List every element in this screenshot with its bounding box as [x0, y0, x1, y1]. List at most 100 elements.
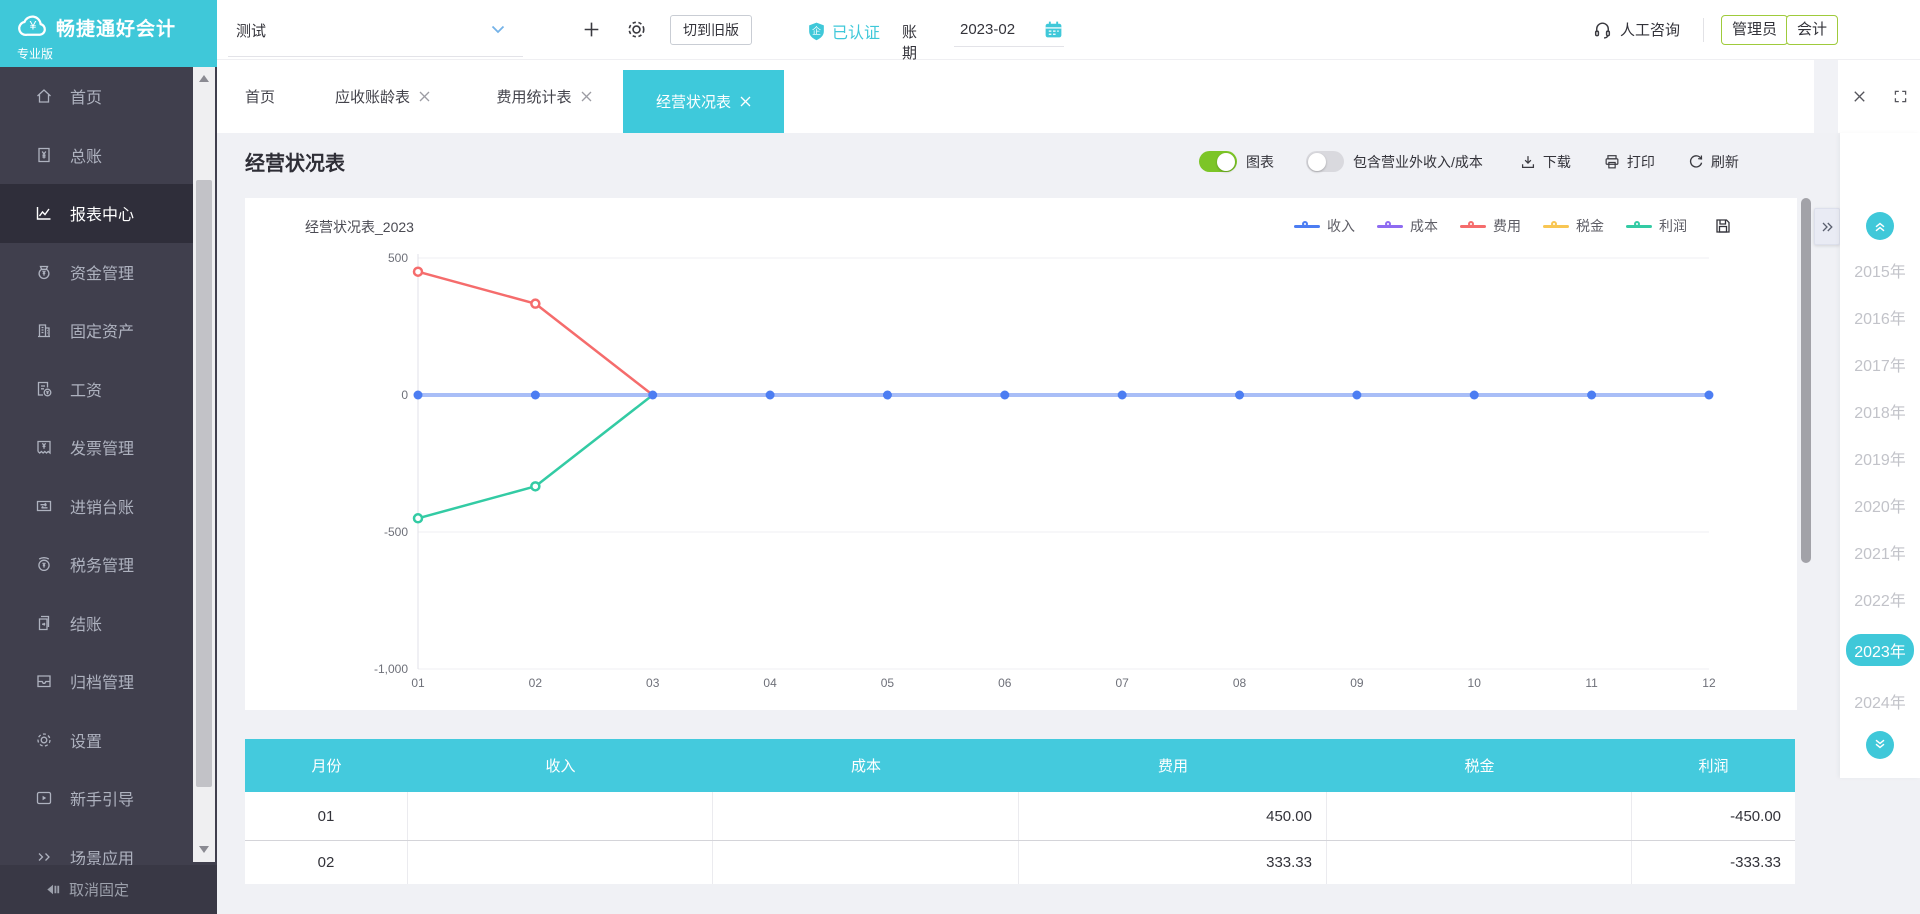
tax-icon [38, 557, 50, 572]
sidebar-item-invoice[interactable]: 发票管理 [0, 418, 193, 477]
year-item[interactable]: 2024年 [1854, 694, 1906, 712]
double-chevron-down-icon [1875, 739, 1885, 749]
legend-marker-icon [1460, 221, 1486, 231]
year-item[interactable]: 2015年 [1854, 263, 1906, 281]
year-item[interactable]: 2018年 [1854, 404, 1906, 422]
tab-receivable-aging[interactable]: 应收账龄表 [320, 60, 445, 133]
year-scroll-down-button[interactable] [1866, 731, 1894, 759]
col-header-income: 收入 [545, 758, 576, 775]
general-ledger-icon [38, 147, 50, 162]
year-item[interactable]: 2016年 [1854, 310, 1906, 328]
sidebar-item-beginner-guide[interactable]: 新手引导 [0, 769, 193, 828]
year-item-selected[interactable]: 2023年 [1840, 622, 1920, 677]
year-list: 2015年 2016年 2017年 2018年 2019年 2020年 2021… [1840, 246, 1920, 724]
unpin-icon [47, 884, 60, 895]
svg-text:07: 07 [1115, 676, 1129, 690]
sidebar-item-closing[interactable]: 结账 [0, 594, 193, 653]
app-logo[interactable]: ¥ 畅捷通好会计 专业版 [0, 0, 217, 67]
year-item[interactable]: 2022年 [1854, 592, 1906, 610]
brand-name: 畅捷通好会计 [56, 19, 177, 40]
double-chevron-right-icon [1822, 222, 1833, 231]
sidebar-item-settings[interactable]: 设置 [0, 711, 193, 770]
sidebar-item-purchase-sale-ledger[interactable]: 进销台账 [0, 477, 193, 536]
legend-item-成本[interactable]: 成本 [1377, 216, 1438, 236]
certified-shield-icon: 企 [809, 22, 824, 40]
sidebar-item-report-center[interactable]: 报表中心 [0, 184, 193, 243]
legend-label: 成本 [1410, 218, 1438, 234]
legend-marker-icon [1626, 221, 1652, 231]
svg-text:¥: ¥ [29, 19, 37, 33]
sidebar-item-salary[interactable]: 工资 [0, 360, 193, 419]
fullscreen-button[interactable] [1880, 60, 1920, 133]
tab-close-icon[interactable] [419, 91, 430, 102]
certified-badge[interactable]: 企 已认证 [806, 19, 880, 43]
tab-close-icon[interactable] [581, 91, 592, 102]
legend-item-税金[interactable]: 税金 [1543, 216, 1604, 236]
year-scroll-up-button[interactable] [1866, 212, 1894, 240]
svg-text:03: 03 [646, 676, 660, 690]
sidebar-item-scene[interactable]: 场景应用 [0, 828, 193, 865]
sidebar-scroll-down-arrow[interactable] [193, 842, 215, 858]
legend-label: 税金 [1576, 218, 1604, 234]
download-button[interactable]: 下载 [1519, 152, 1571, 172]
save-image-icon[interactable] [1713, 216, 1733, 236]
year-panel-collapse-button[interactable] [1814, 208, 1840, 245]
refresh-icon [1689, 154, 1703, 168]
content-scrollbar-thumb[interactable] [1801, 198, 1811, 563]
period-picker[interactable]: 2023-02 [954, 0, 1064, 47]
tab-home[interactable]: 首页 [244, 89, 275, 106]
include-non-operating-toggle[interactable] [1306, 151, 1344, 172]
legend-item-收入[interactable]: 收入 [1294, 216, 1355, 236]
topbar-settings-button[interactable] [625, 18, 648, 46]
print-button[interactable]: 打印 [1603, 152, 1655, 172]
svg-text:08: 08 [1233, 676, 1247, 690]
sidebar-scroll-up-arrow[interactable] [193, 71, 215, 87]
add-button[interactable] [581, 19, 602, 45]
close-all-tabs-button[interactable] [1839, 60, 1879, 133]
year-item[interactable]: 2020年 [1854, 498, 1906, 516]
col-header-profit: 利润 [1698, 758, 1729, 775]
year-item[interactable]: 2017年 [1854, 357, 1906, 375]
legend-item-费用[interactable]: 费用 [1460, 216, 1521, 236]
sidebar-item-fixed-assets[interactable]: 固定资产 [0, 301, 193, 360]
human-support-button[interactable]: 人工咨询 [1592, 19, 1680, 40]
tab-operating-status-active[interactable]: 经营状况表 [623, 70, 784, 133]
svg-text:-500: -500 [384, 525, 408, 539]
company-selector[interactable]: 测试 [228, 0, 523, 57]
year-item[interactable]: 2021年 [1854, 545, 1906, 563]
sidebar-item-home[interactable]: 首页 [0, 67, 193, 126]
tab-expense-statistics[interactable]: 费用统计表 [478, 60, 610, 133]
legend-item-利润[interactable]: 利润 [1626, 216, 1687, 236]
close-icon [1853, 91, 1865, 102]
svg-text:12: 12 [1702, 676, 1716, 690]
svg-text:04: 04 [763, 676, 777, 690]
sidebar-scrollbar-thumb[interactable] [196, 180, 212, 787]
calendar-icon [1045, 21, 1062, 38]
svg-text:11: 11 [1585, 676, 1598, 690]
role-badge-accountant[interactable]: 会计 [1785, 15, 1838, 45]
invoice-icon [37, 441, 51, 455]
sidebar-item-general-ledger[interactable]: 总账 [0, 126, 193, 185]
unpin-sidebar-button[interactable]: 取消固定 [0, 865, 217, 914]
tab-close-icon[interactable] [740, 96, 751, 107]
role-badge-admin[interactable]: 管理员 [1720, 15, 1788, 45]
topbar: 测试 切到旧版 企 已认证 账期 2023-02 人工咨询 管理员 [217, 0, 1920, 62]
double-chevron-up-icon [1875, 222, 1885, 232]
year-item[interactable]: 2019年 [1854, 451, 1906, 469]
sidebar-item-funds[interactable]: 资金管理 [0, 243, 193, 302]
svg-text:02: 02 [529, 676, 543, 690]
svg-text:500: 500 [388, 251, 408, 265]
period-value: 2023-02 [960, 21, 1016, 38]
refresh-button[interactable]: 刷新 [1687, 152, 1739, 172]
page-title: 经营状况表 [245, 153, 345, 175]
svg-text:01: 01 [411, 676, 425, 690]
switch-old-version-button[interactable]: 切到旧版 [670, 15, 752, 45]
sidebar-item-tax[interactable]: 税务管理 [0, 535, 193, 594]
sidebar-item-archive[interactable]: 归档管理 [0, 652, 193, 711]
chart-toggle[interactable] [1199, 151, 1237, 172]
report-table: 月份 收入 成本 费用 税金 利润 01 450.00 -450.00 02 3… [245, 739, 1795, 884]
content-scrollbar[interactable] [1798, 133, 1814, 914]
table-row: 01 450.00 -450.00 [245, 792, 1795, 840]
